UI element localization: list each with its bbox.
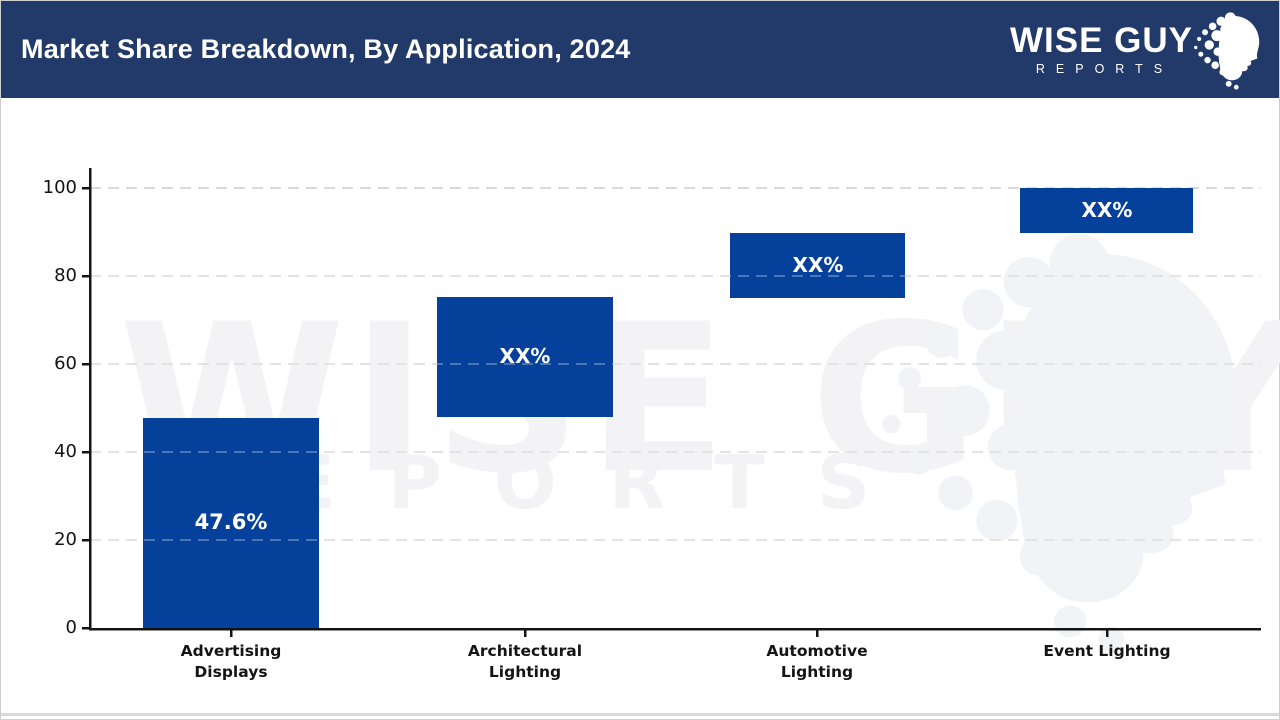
header-bar: Market Share Breakdown, By Application, … <box>1 1 1279 98</box>
gridlines-overlay <box>90 275 1261 541</box>
wiseguy-logo-text: WISE GUY REPORTS <box>1010 23 1193 76</box>
xlabel-automotive-lighting: Automotive Lighting <box>766 642 868 681</box>
ytick-40: 40 <box>54 441 77 462</box>
waterfall-bars <box>143 188 1193 628</box>
bar-advertising-displays <box>143 418 319 628</box>
xlabel-event-lighting: Event Lighting <box>1043 642 1171 660</box>
chart-title: Market Share Breakdown, By Application, … <box>21 34 631 64</box>
xlabel-architectural-lighting: Architectural Lighting <box>467 642 583 681</box>
ytick-80: 80 <box>54 265 77 286</box>
value-label-architectural-lighting: XX% <box>499 344 551 368</box>
value-label-event-lighting: XX% <box>1081 198 1133 222</box>
ytick-100: 100 <box>42 177 77 198</box>
ytick-0: 0 <box>65 617 77 638</box>
chart-area: WISE GUY REPORTS <box>1 98 1280 719</box>
bar-event-lighting <box>1020 188 1193 233</box>
value-label-advertising-displays: 47.6% <box>194 510 268 534</box>
logo-wordmark: WISE GUY <box>1009 21 1193 61</box>
bar-automotive-lighting <box>730 233 905 298</box>
axes <box>82 168 1261 637</box>
value-label-automotive-lighting: XX% <box>792 253 844 277</box>
bottom-divider <box>1 713 1279 716</box>
wiseguy-logo: WISE GUY REPORTS <box>1010 9 1279 91</box>
plot-canvas <box>82 168 1261 637</box>
wiseguy-head-icon <box>1194 11 1260 90</box>
ytick-60: 60 <box>54 353 77 374</box>
xlabel-advertising-displays: Advertising Displays <box>180 642 282 681</box>
bar-architectural-lighting <box>437 297 613 417</box>
logo-subtitle: REPORTS <box>1035 62 1174 77</box>
ytick-20: 20 <box>54 529 77 550</box>
